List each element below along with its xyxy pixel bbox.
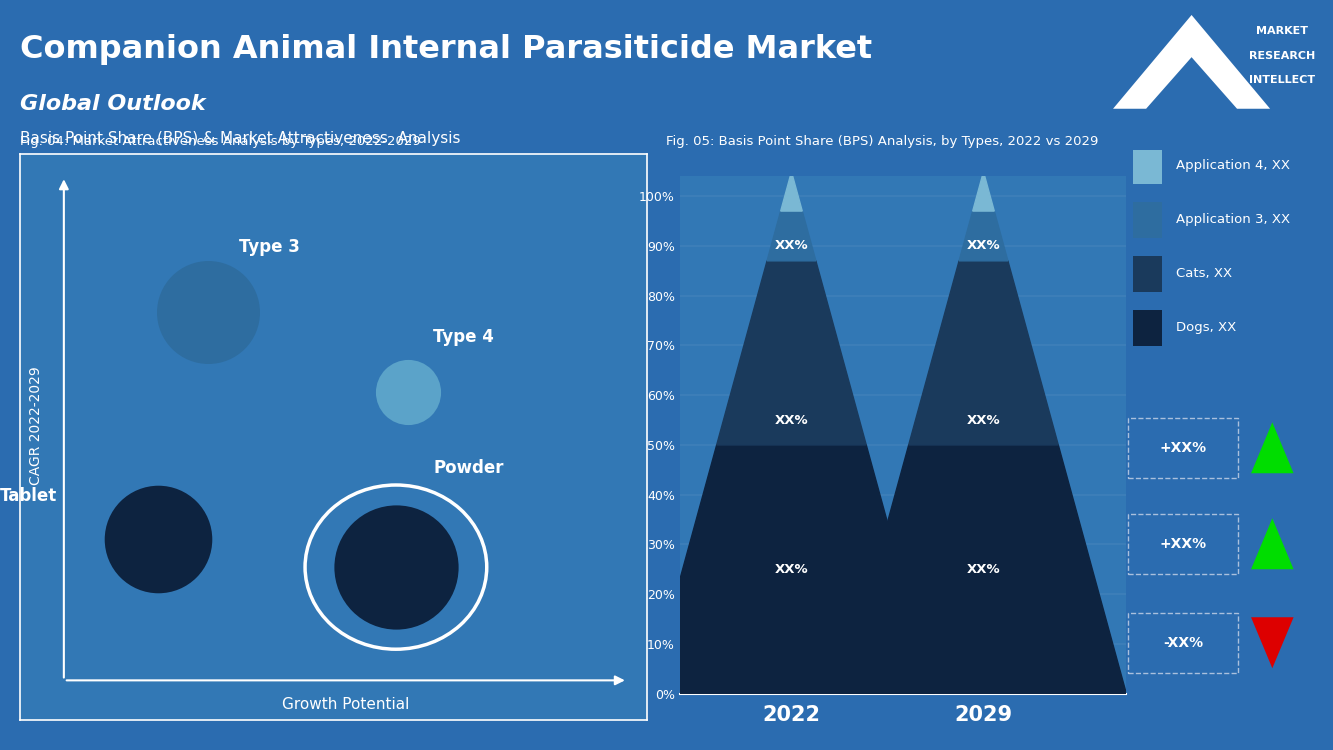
Text: Type 4: Type 4: [433, 328, 495, 346]
Polygon shape: [717, 261, 866, 445]
FancyBboxPatch shape: [1133, 310, 1162, 346]
Text: -XX%: -XX%: [1164, 636, 1204, 650]
Text: XX%: XX%: [774, 239, 808, 253]
Text: Powder: Powder: [433, 458, 504, 476]
FancyBboxPatch shape: [1133, 202, 1162, 238]
Polygon shape: [781, 176, 802, 211]
FancyBboxPatch shape: [1133, 148, 1162, 184]
Polygon shape: [841, 445, 1126, 694]
Text: XX%: XX%: [966, 562, 1000, 576]
Text: +XX%: +XX%: [1160, 537, 1206, 550]
Text: Dogs, XX: Dogs, XX: [1176, 321, 1237, 334]
Point: [397, 386, 419, 398]
Text: MARKET: MARKET: [1257, 26, 1309, 36]
Text: Tablet: Tablet: [0, 487, 57, 505]
Text: XX%: XX%: [774, 413, 808, 427]
Text: Companion Animal Internal Parasiticide Market: Companion Animal Internal Parasiticide M…: [20, 34, 872, 64]
Point: [385, 561, 407, 573]
Point: [147, 532, 168, 544]
Polygon shape: [1113, 15, 1270, 109]
Text: Application 4, XX: Application 4, XX: [1176, 159, 1290, 172]
Text: Fig. 04: Market Attractiveness Analysis by Types, 2022-2029: Fig. 04: Market Attractiveness Analysis …: [20, 136, 421, 148]
Text: XX%: XX%: [966, 413, 1000, 427]
Text: Application 3, XX: Application 3, XX: [1176, 213, 1290, 226]
Polygon shape: [973, 176, 994, 211]
FancyBboxPatch shape: [1133, 256, 1162, 292]
Polygon shape: [1252, 518, 1293, 569]
Text: XX%: XX%: [966, 239, 1000, 253]
Text: Global Outlook: Global Outlook: [20, 94, 205, 114]
Polygon shape: [766, 211, 816, 261]
Text: CAGR 2022-2029: CAGR 2022-2029: [28, 366, 43, 485]
Text: RESEARCH: RESEARCH: [1249, 51, 1316, 61]
Text: Fig. 05: Basis Point Share (BPS) Analysis, by Types, 2022 vs 2029: Fig. 05: Basis Point Share (BPS) Analysi…: [666, 136, 1098, 148]
Polygon shape: [958, 211, 1008, 261]
Polygon shape: [909, 261, 1058, 445]
Text: Cats, XX: Cats, XX: [1176, 267, 1233, 280]
Polygon shape: [1252, 617, 1293, 668]
Polygon shape: [649, 445, 934, 694]
Polygon shape: [1252, 422, 1293, 473]
Text: XX%: XX%: [774, 562, 808, 576]
Text: Type 3: Type 3: [240, 238, 300, 256]
Text: INTELLECT: INTELLECT: [1249, 75, 1316, 85]
Point: [197, 306, 219, 318]
Text: Basis Point Share (BPS) & Market Attractiveness  Analysis: Basis Point Share (BPS) & Market Attract…: [20, 131, 460, 146]
Text: Growth Potential: Growth Potential: [283, 697, 409, 712]
Text: +XX%: +XX%: [1160, 441, 1206, 454]
